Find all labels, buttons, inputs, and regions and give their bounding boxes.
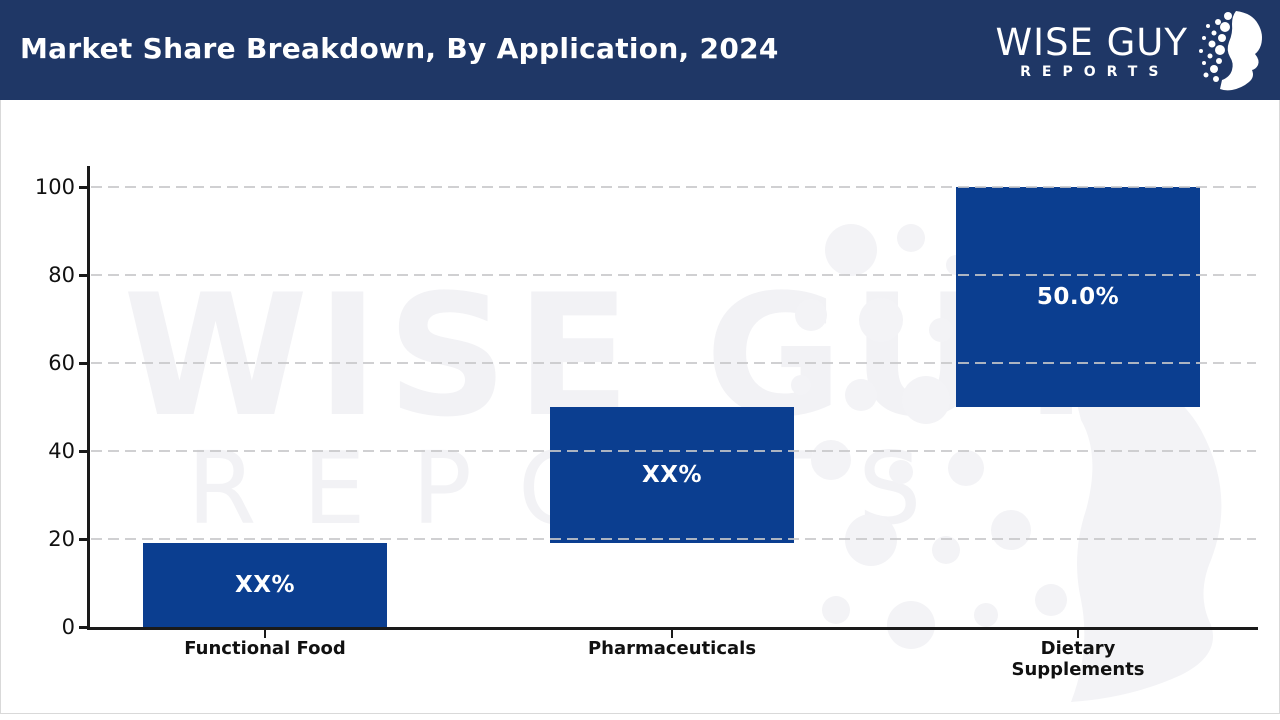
y-tick-label: 0 — [61, 615, 75, 639]
bar: XX% — [550, 407, 794, 544]
y-tick-mark — [79, 362, 88, 365]
gridline — [91, 362, 1256, 364]
x-category-label: Functional Food — [184, 638, 346, 659]
y-axis-line — [87, 166, 90, 630]
y-tick-mark — [79, 274, 88, 277]
y-tick-label: 40 — [48, 439, 75, 463]
x-tick-mark — [264, 630, 266, 638]
x-tick-mark — [1077, 630, 1079, 638]
logo-face-icon — [1199, 11, 1262, 91]
y-tick-label: 80 — [48, 263, 75, 287]
wiseguy-logo: WISE GUY REPORTS — [996, 8, 1266, 92]
gridline — [91, 450, 1256, 452]
bar: 50.0% — [956, 187, 1200, 407]
x-axis-line — [87, 627, 1258, 630]
gridline — [91, 186, 1256, 188]
y-tick-mark — [79, 186, 88, 189]
x-category-label: Pharmaceuticals — [587, 638, 757, 659]
logo-subtitle: REPORTS — [1020, 64, 1170, 80]
x-tick-mark — [671, 630, 673, 638]
logo-wordmark: WISE GUY — [995, 21, 1188, 64]
y-tick-mark — [79, 450, 88, 453]
gridline — [91, 538, 1256, 540]
y-tick-label: 20 — [48, 527, 75, 551]
logo-text: WISE GUY REPORTS — [996, 24, 1188, 80]
chart-area: WISE GUY REPORTS 020406080100XX%Function… — [0, 100, 1280, 714]
bar: XX% — [143, 543, 387, 627]
page-title: Market Share Breakdown, By Application, … — [20, 31, 779, 65]
bar-label: XX% — [641, 462, 702, 489]
watermark-face-icon — [741, 224, 1222, 702]
gridline — [91, 274, 1256, 276]
y-tick-mark — [79, 538, 88, 541]
y-tick-label: 100 — [34, 175, 75, 199]
y-tick-mark — [79, 626, 88, 629]
x-category-label: Dietary Supplements — [1011, 638, 1145, 681]
bar-label: XX% — [234, 572, 295, 599]
y-tick-label: 60 — [48, 351, 75, 375]
header: Market Share Breakdown, By Application, … — [0, 0, 1280, 100]
bar-label: 50.0% — [1036, 284, 1120, 310]
